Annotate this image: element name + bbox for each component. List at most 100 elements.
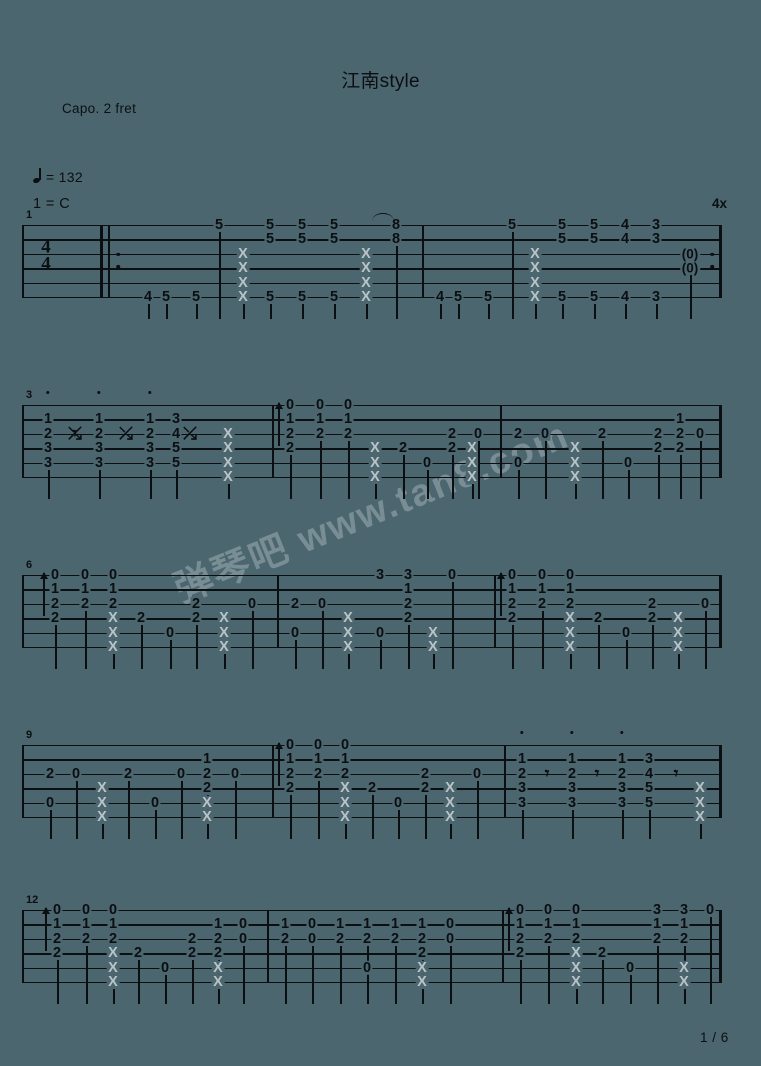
muted-note: X — [211, 973, 225, 990]
muted-note: X — [368, 439, 382, 456]
key-signature: 1 = C — [33, 196, 71, 212]
fret-number: 5 — [452, 288, 464, 305]
fret-number: 1 — [616, 751, 628, 768]
note-stem — [219, 232, 221, 319]
note-stem — [522, 809, 524, 839]
note-stem — [113, 654, 115, 669]
fret-number: 0 — [536, 566, 548, 583]
fret-number: 0 — [314, 396, 326, 413]
fret-number: 5 — [328, 288, 340, 305]
fret-number: 2 — [144, 425, 156, 442]
fret-number: 5 — [160, 288, 172, 305]
muted-note: X — [569, 959, 583, 976]
fret-number: 5 — [643, 794, 655, 811]
fret-number: 2 — [402, 595, 414, 612]
strum-up-arrow — [42, 906, 49, 952]
note-stem — [622, 809, 624, 839]
staccato-dot — [620, 731, 624, 735]
note-stem — [700, 824, 702, 839]
note-stem — [398, 809, 400, 839]
note-stem — [367, 974, 369, 1004]
fret-number: 2 — [512, 425, 524, 442]
note-stem — [658, 455, 660, 499]
note-stem — [366, 304, 368, 319]
fret-number: 4 — [170, 425, 182, 442]
muted-note: X — [221, 468, 235, 485]
note-stem — [572, 809, 574, 839]
fret-number: 3 — [93, 454, 105, 471]
note-stem — [403, 455, 405, 499]
fret-number: 0 — [506, 566, 518, 583]
note-stem — [141, 625, 143, 669]
barline-start — [22, 225, 24, 297]
note-stem — [625, 304, 627, 319]
muted-note: X — [217, 624, 231, 641]
fret-number: 3 — [144, 439, 156, 456]
note-stem — [50, 809, 52, 839]
fret-number: 2 — [570, 930, 582, 947]
fret-number: 0 — [512, 454, 524, 471]
note-stem — [375, 484, 377, 499]
barline-measure — [502, 910, 505, 982]
note-stem — [207, 824, 209, 839]
muted-note: X — [217, 638, 231, 655]
muted-note: X — [200, 794, 214, 811]
fret-number: 0 — [164, 624, 176, 641]
note-stem — [680, 455, 682, 499]
muted-note: X — [341, 624, 355, 641]
staff-line — [22, 589, 722, 591]
staff-line — [22, 433, 722, 436]
fret-number: 0 — [306, 916, 318, 933]
fret-number: 0 — [620, 624, 632, 641]
note-stem — [113, 989, 115, 1004]
fret-number: 1 — [49, 581, 61, 598]
note-stem — [128, 780, 130, 839]
strum-up-arrow — [40, 571, 47, 617]
muted-note: X — [95, 779, 109, 796]
fret-number: 1 — [284, 751, 296, 768]
fret-number: 1 — [416, 916, 428, 933]
muted-note: X — [236, 288, 250, 305]
muted-note: X — [443, 779, 457, 796]
muted-note: X — [426, 638, 440, 655]
muted-note: X — [465, 439, 479, 456]
fret-number: 0 — [44, 794, 56, 811]
fret-number: 0 — [361, 959, 373, 976]
note-stem — [302, 304, 304, 319]
fret-number: 2 — [646, 609, 658, 626]
repeat-barline-thin — [108, 225, 110, 297]
fret-number: 0 — [246, 595, 258, 612]
note-stem — [102, 824, 104, 839]
note-stem — [181, 780, 183, 839]
fret-number: 1 — [506, 581, 518, 598]
fret-number: 1 — [279, 916, 291, 933]
fret-number: 0 — [392, 794, 404, 811]
fret-number: 2 — [646, 595, 658, 612]
eighth-rest: 𝄾 — [594, 763, 600, 783]
strum-up-arrow — [505, 906, 512, 952]
note-stem — [422, 989, 424, 1004]
fret-number: 1 — [402, 581, 414, 598]
repeat-dot — [116, 252, 120, 257]
fret-number: 5 — [482, 288, 494, 305]
note-stem — [450, 824, 452, 839]
muted-note: X — [211, 959, 225, 976]
fret-number: 3 — [170, 411, 182, 428]
fret-number: 1 — [51, 916, 63, 933]
barline-end — [719, 745, 723, 817]
note-stem — [478, 440, 480, 499]
fret-number: 3 — [650, 288, 662, 305]
muted-note: X — [443, 794, 457, 811]
note-stem — [312, 945, 314, 1004]
fret-number: 0 — [624, 959, 636, 976]
strum-up-arrow — [497, 571, 504, 617]
fret-number: 2 — [212, 930, 224, 947]
barline-measure — [277, 575, 280, 647]
fret-number: 2 — [186, 930, 198, 947]
note-stem — [196, 625, 198, 669]
fret-number: 2 — [446, 425, 458, 442]
capo-instruction: Capo. 2 fret — [62, 101, 137, 116]
fret-number: 0 — [80, 901, 92, 918]
fret-number: 2 — [80, 930, 92, 947]
fret-number: 3 — [616, 794, 628, 811]
